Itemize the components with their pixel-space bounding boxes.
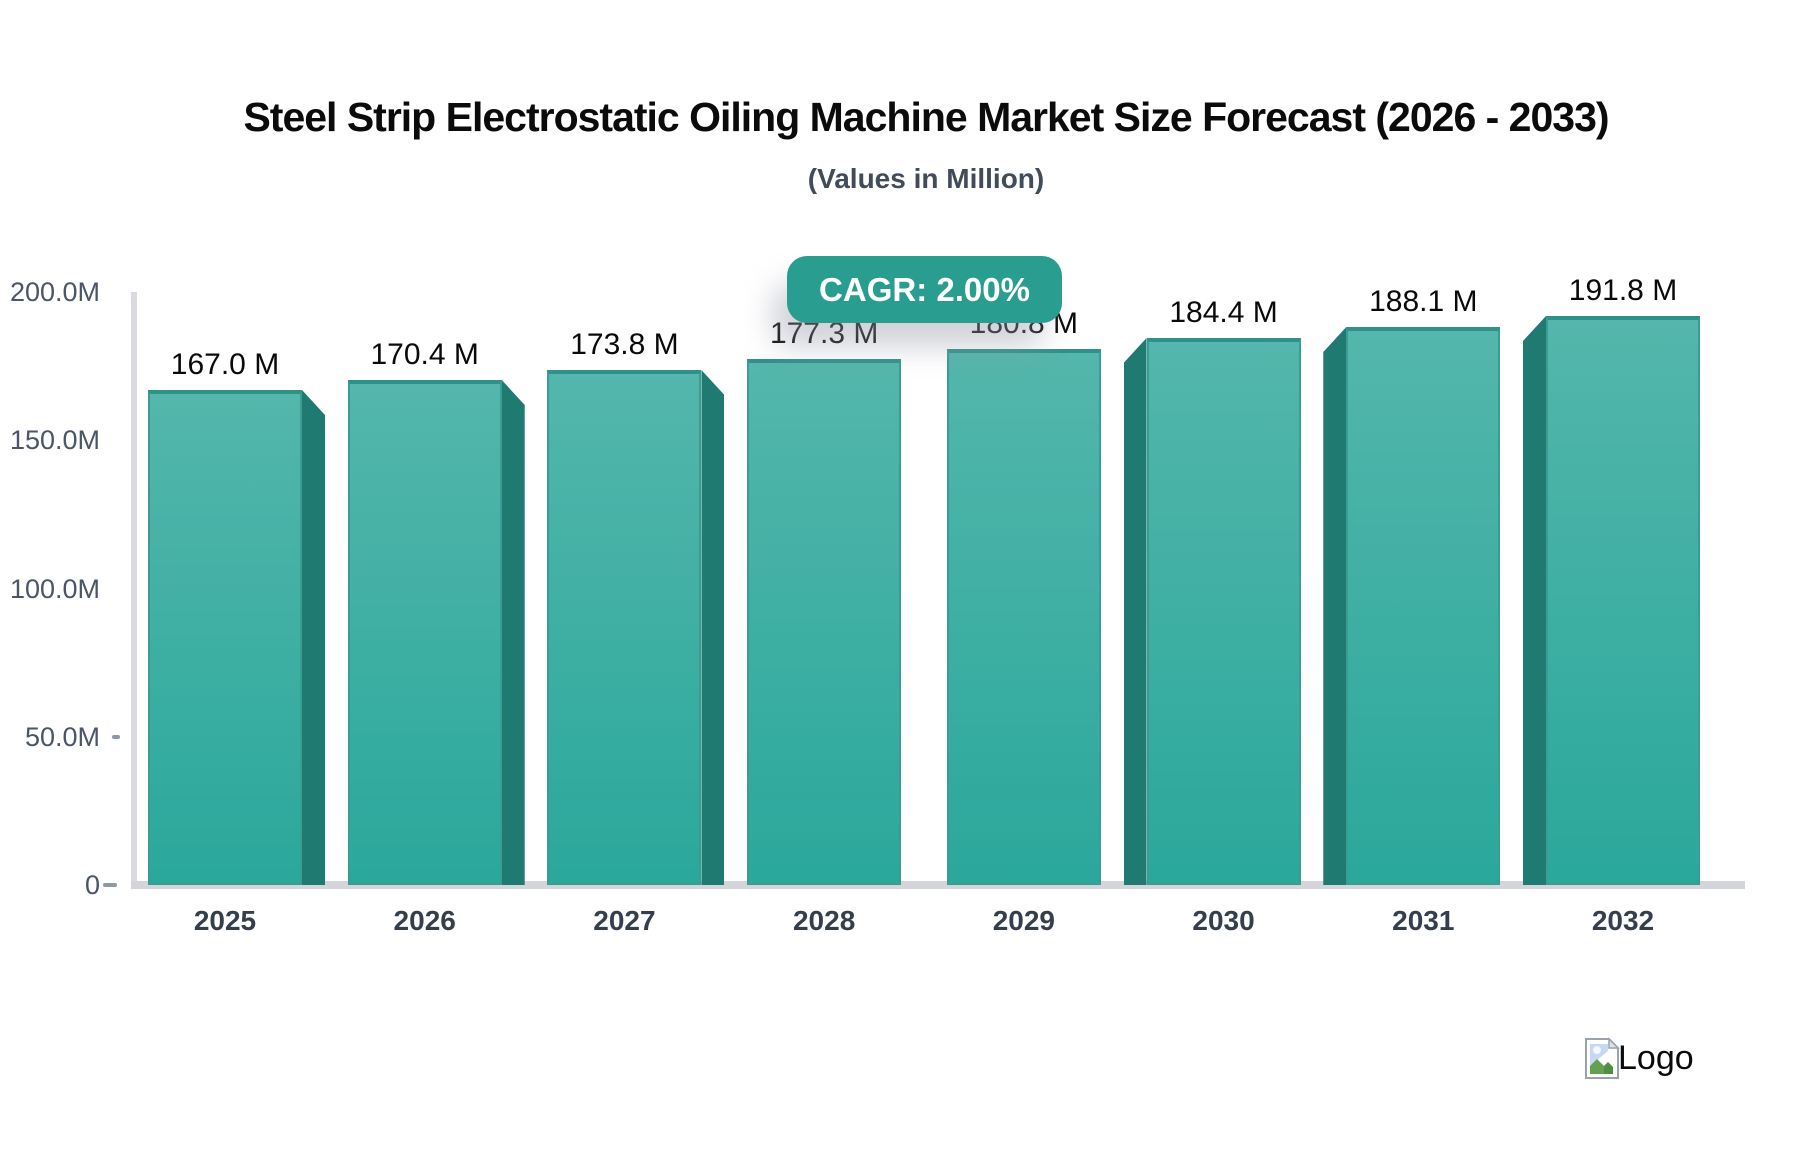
bar-2027 <box>547 370 702 885</box>
chart-title: Steel Strip Electrostatic Oiling Machine… <box>243 94 1609 140</box>
bar-2030 <box>1146 338 1301 885</box>
logo-alt-text: Logo <box>1618 1039 1694 1077</box>
bar-2028 <box>747 359 902 885</box>
bar-value-label-2027: 173.8 M <box>570 328 679 361</box>
y-axis-label-150.0M: 150.0M <box>9 425 100 456</box>
chart-subtitle: (Values in Million) <box>807 163 1045 194</box>
y-axis-label-100.0M: 100.0M <box>9 573 100 604</box>
bar-2029 <box>946 349 1101 885</box>
y-axis-label-50.0M: 50.0M <box>24 721 100 752</box>
bar-3d-side-2026 <box>501 380 525 885</box>
x-axis-line <box>131 881 1745 889</box>
x-axis-label-2028: 2028 <box>792 905 856 936</box>
x-axis-label-2026: 2026 <box>393 905 456 936</box>
bar-2025 <box>148 390 302 885</box>
bar-3d-side-2032 <box>1522 316 1546 885</box>
bar-3d-side-2030 <box>1123 338 1147 885</box>
x-axis-label-2029: 2029 <box>992 905 1055 936</box>
bar-3d-side-2031 <box>1323 327 1347 885</box>
cagr-badge: CAGR: 2.00% <box>787 256 1062 323</box>
cagr-badge-label: CAGR: 2.00% <box>819 270 1030 308</box>
bar-value-label-2030: 184.4 M <box>1169 296 1278 329</box>
bar-value-label-2032: 191.8 M <box>1568 274 1678 307</box>
bar-value-label-2026: 170.4 M <box>370 338 479 371</box>
broken-image-icon <box>1585 1037 1620 1079</box>
bar-2026 <box>347 380 502 885</box>
bar-3d-side-2027 <box>701 370 725 885</box>
x-axis-label-2027: 2027 <box>593 905 656 936</box>
y-axis-tick-50.0M <box>112 734 120 739</box>
y-axis-label-200.0M: 200.0M <box>9 277 100 307</box>
y-axis-label-0: 0 <box>84 870 100 900</box>
logo: Logo <box>1584 1036 1694 1080</box>
x-axis-label-2030: 2030 <box>1192 905 1255 936</box>
bar-3d-side-2025 <box>302 390 325 885</box>
y-axis-line <box>131 292 137 885</box>
x-axis-label-2031: 2031 <box>1392 905 1455 936</box>
y-axis-tick-0 <box>103 883 117 887</box>
bar-2031 <box>1346 327 1501 885</box>
bar-value-label-2031: 188.1 M <box>1369 285 1478 318</box>
x-axis-label-2032: 2032 <box>1591 905 1655 936</box>
bar-value-label-2025: 167.0 M <box>170 348 280 381</box>
x-axis-label-2025: 2025 <box>193 905 257 936</box>
bar-2032 <box>1545 316 1700 885</box>
